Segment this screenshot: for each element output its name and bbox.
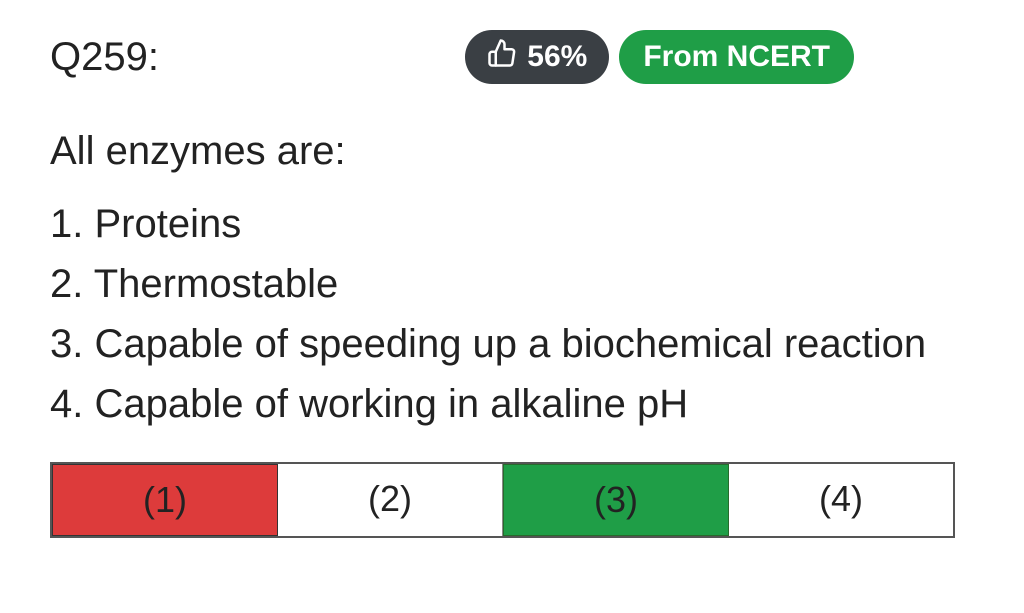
option-2-text: Thermostable	[94, 262, 339, 306]
option-2-num: 2.	[50, 262, 83, 306]
header-row: Q259: 56% From NCERT	[50, 30, 974, 84]
option-4: 4. Capable of working in alkaline pH	[50, 374, 974, 434]
option-3-num: 3.	[50, 322, 83, 366]
option-3-text: Capable of speeding up a biochemical rea…	[94, 322, 926, 366]
source-badge[interactable]: From NCERT	[619, 30, 854, 84]
question-stem: All enzymes are:	[50, 129, 974, 174]
option-1-text: Proteins	[94, 202, 241, 246]
badges-group: 56% From NCERT	[465, 30, 854, 84]
option-3: 3. Capable of speeding up a biochemical …	[50, 314, 974, 374]
answer-cell-4[interactable]: (4)	[729, 464, 953, 536]
answer-cell-3[interactable]: (3)	[503, 464, 729, 536]
source-label: From NCERT	[643, 40, 830, 74]
question-number: Q259:	[50, 35, 159, 80]
like-badge[interactable]: 56%	[465, 30, 609, 84]
like-percent: 56%	[527, 40, 587, 74]
option-1-num: 1.	[50, 202, 83, 246]
option-4-num: 4.	[50, 382, 83, 426]
thumbs-up-icon	[487, 38, 517, 76]
option-1: 1. Proteins	[50, 194, 974, 254]
answer-row: (1) (2) (3) (4)	[50, 462, 955, 538]
answer-cell-2[interactable]: (2)	[278, 464, 503, 536]
option-2: 2. Thermostable	[50, 254, 974, 314]
option-4-text: Capable of working in alkaline pH	[94, 382, 688, 426]
answer-cell-1[interactable]: (1)	[52, 464, 278, 536]
